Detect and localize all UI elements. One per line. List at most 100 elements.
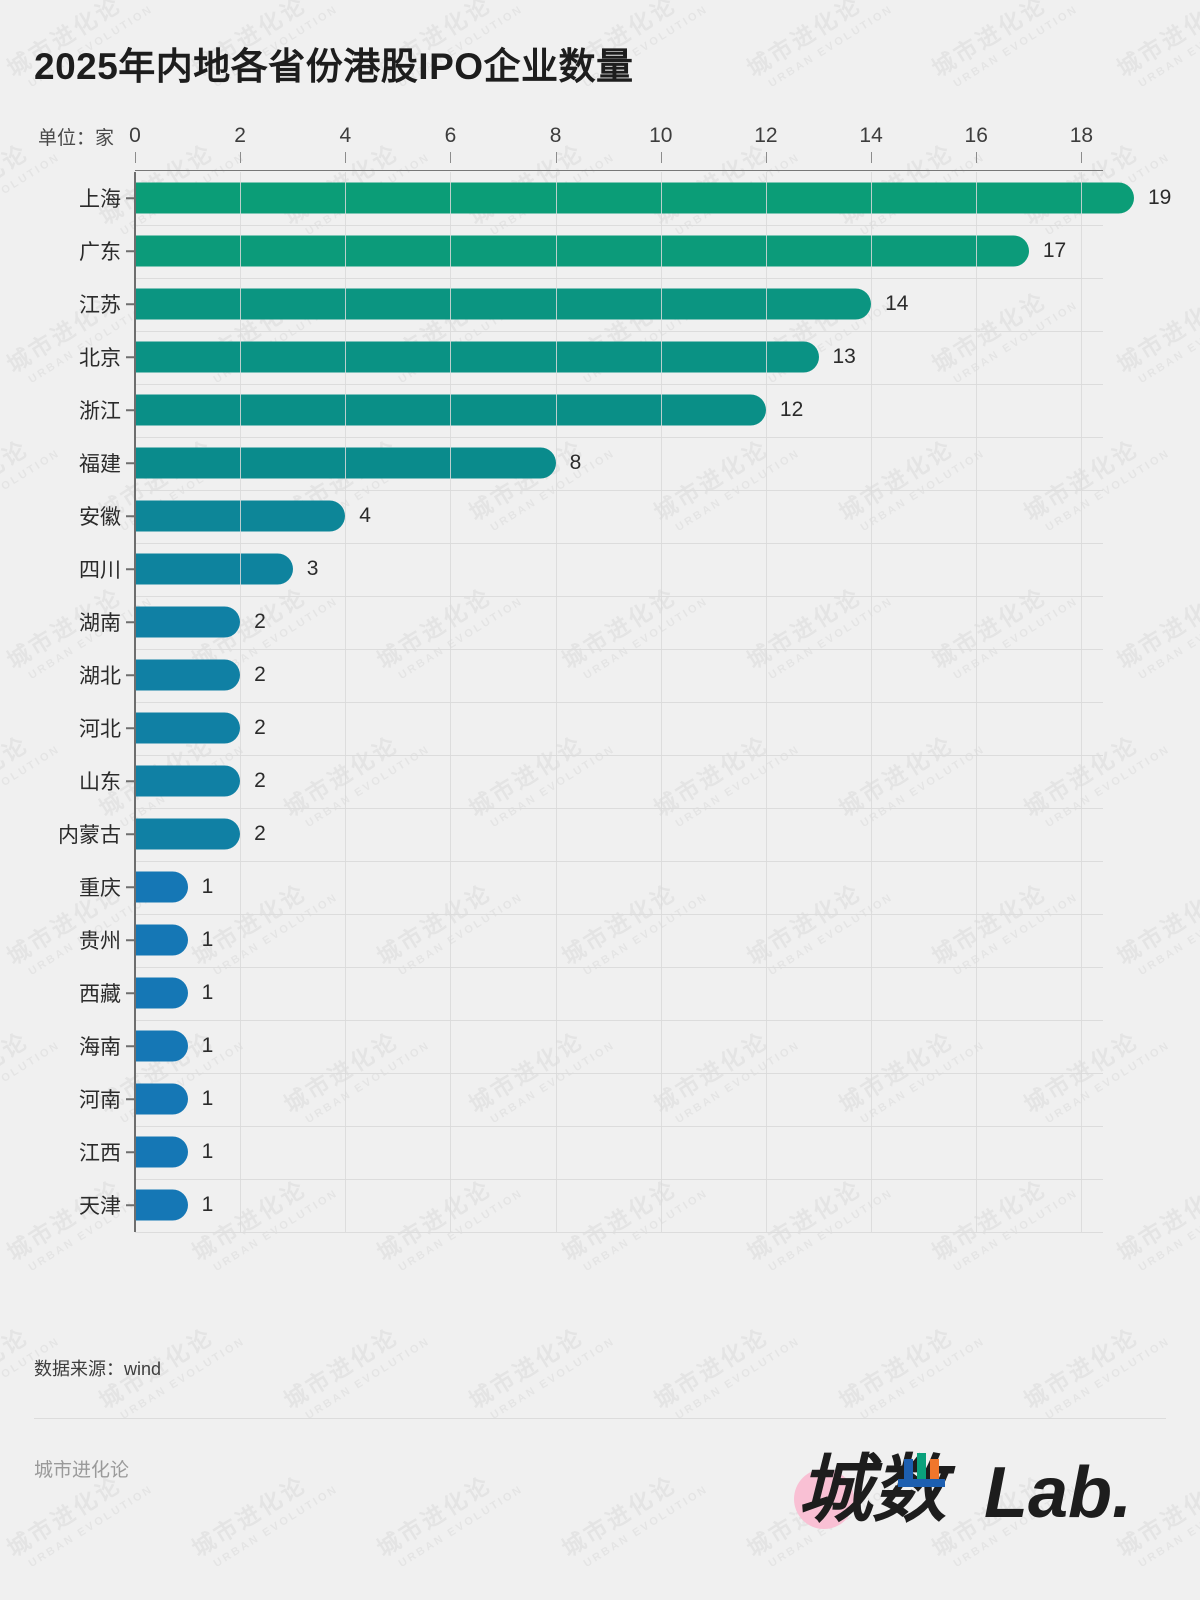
y-axis-category-label: 天津	[79, 1195, 121, 1219]
logo-accent-marks	[898, 1453, 945, 1487]
bar-row: 江西 1	[79, 1126, 1155, 1179]
bar-value-label: 17	[1042, 239, 1067, 263]
y-axis-category-label: 上海	[79, 188, 121, 212]
bar-value-label: 1	[201, 981, 214, 1005]
x-tick-label: 0	[129, 123, 141, 147]
y-tick-mark	[126, 515, 135, 517]
x-tick-mark	[555, 151, 557, 163]
y-tick-mark	[126, 1098, 135, 1100]
x-tick-mark	[1081, 151, 1083, 163]
bar	[135, 1030, 188, 1062]
y-tick-mark	[126, 462, 135, 464]
y-axis-category-label: 广东	[79, 241, 121, 265]
horizontal-gridline	[135, 330, 1104, 332]
horizontal-gridline	[135, 383, 1104, 385]
vertical-gridline	[976, 171, 978, 1232]
bar-value-label: 4	[359, 504, 371, 528]
x-tick-label: 4	[339, 123, 352, 147]
bar-value-label: 2	[254, 716, 266, 740]
y-axis-category-label: 内蒙古	[58, 824, 121, 848]
bar-row: 重庆 1	[79, 861, 1155, 914]
x-tick-mark	[450, 151, 452, 163]
x-tick-label: 16	[964, 123, 988, 147]
y-tick-mark	[126, 356, 135, 358]
x-tick-label: 10	[649, 123, 673, 147]
vertical-gridline	[765, 171, 767, 1232]
bar-row: 天津 1	[79, 1179, 1155, 1232]
chart-unit-label: 单位：家	[38, 127, 115, 149]
bar-row: 湖南 2	[79, 596, 1155, 649]
horizontal-gridline	[135, 542, 1104, 544]
x-tick-mark	[660, 151, 662, 163]
bar-chart: 0 2 4 6 8 10 12 14 16 18 上海 19 广东 17 江苏 14 北京 13 浙江 12 福建 8 安…	[58, 124, 1171, 1233]
bar	[135, 659, 241, 691]
bar	[135, 182, 1134, 214]
bar-row: 海南 1	[79, 1020, 1155, 1073]
horizontal-gridline	[135, 701, 1104, 703]
chart-header: 2025年内地各省份港股IPO企业数量 单位：家	[0, 0, 1200, 150]
y-tick-mark	[126, 1151, 135, 1153]
x-tick-mark	[240, 151, 242, 163]
bar	[135, 765, 241, 797]
bar-value-label: 3	[306, 557, 319, 581]
bar	[135, 553, 293, 585]
x-tick-label: 14	[859, 123, 883, 147]
y-tick-mark	[126, 992, 135, 994]
x-tick-mark	[135, 151, 136, 163]
bar-value-label: 2	[254, 769, 266, 793]
horizontal-gridline	[135, 1125, 1104, 1127]
bar-row: 西藏 1	[79, 967, 1155, 1020]
y-tick-mark	[126, 197, 135, 199]
horizontal-gridline	[135, 1231, 1104, 1233]
x-tick-mark	[765, 151, 767, 163]
y-axis-category-label: 贵州	[79, 930, 121, 954]
bar	[135, 341, 819, 373]
bar-row: 广东 17	[79, 225, 1155, 278]
bar-value-label: 1	[201, 1034, 214, 1058]
y-axis-category-label: 海南	[79, 1036, 121, 1060]
y-tick-mark	[126, 250, 135, 252]
y-tick-mark	[126, 886, 135, 888]
bar-value-label: 1	[201, 1140, 214, 1164]
y-axis-category-label: 重庆	[79, 877, 121, 901]
y-axis-category-label: 西藏	[79, 983, 121, 1007]
horizontal-gridline	[135, 648, 1104, 650]
y-tick-mark	[126, 833, 135, 835]
x-tick-label: 6	[444, 123, 457, 147]
vertical-gridline	[555, 171, 557, 1232]
bar-row: 山东 2	[79, 755, 1155, 808]
logo-circle	[794, 1469, 854, 1529]
logo-en-text: Lab.	[984, 1453, 1132, 1533]
x-tick-mark	[871, 151, 873, 163]
x-tick-mark	[345, 151, 347, 163]
y-axis-category-label: 河南	[79, 1089, 121, 1113]
bar-value-label: 12	[779, 398, 804, 422]
horizontal-gridline	[135, 860, 1104, 862]
x-axis-line	[135, 169, 1104, 172]
y-tick-mark	[126, 303, 135, 305]
bar-value-label: 2	[254, 663, 266, 687]
horizontal-gridline	[135, 489, 1104, 491]
x-tick-label: 2	[234, 123, 246, 147]
vertical-gridline	[1081, 171, 1083, 1232]
bar-value-label: 1	[201, 1087, 214, 1111]
bar	[135, 1189, 188, 1221]
bar	[135, 1083, 188, 1115]
page-title: 2025年内地各省份港股IPO企业数量	[34, 46, 634, 87]
bar	[135, 288, 872, 320]
bar-row: 浙江 12	[79, 384, 1155, 437]
bar-value-label: 19	[1147, 186, 1172, 210]
horizontal-gridline	[135, 913, 1104, 915]
y-tick-mark	[126, 409, 135, 411]
y-axis-category-label: 北京	[79, 347, 121, 371]
bar	[135, 871, 188, 903]
horizontal-gridline	[135, 224, 1104, 226]
bar	[135, 1136, 188, 1168]
horizontal-gridline	[135, 754, 1104, 756]
x-tick-mark	[976, 151, 978, 163]
bar-row: 安徽 4	[79, 490, 1155, 543]
horizontal-gridline	[135, 436, 1104, 438]
x-tick-label: 12	[754, 123, 778, 147]
bar-row: 江苏 14	[79, 278, 1155, 331]
